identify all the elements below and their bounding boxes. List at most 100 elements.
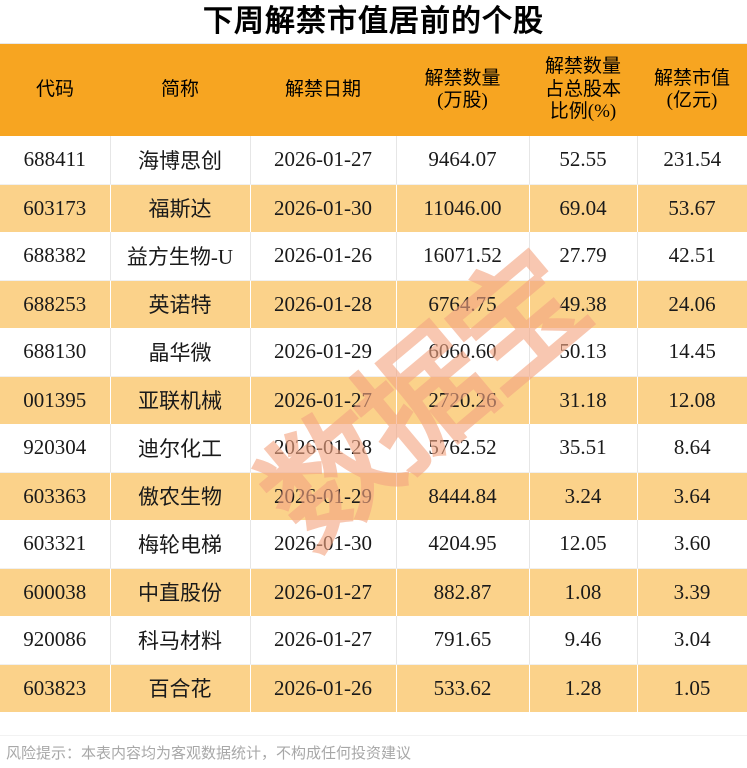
cell-value: 231.54 bbox=[637, 136, 747, 185]
cell-value: 1.05 bbox=[673, 675, 711, 700]
cell-date: 2026-01-26 bbox=[250, 232, 397, 281]
cell-value: 42.51 bbox=[637, 232, 747, 281]
cell-date: 2026-01-28 bbox=[274, 291, 372, 316]
risk-disclaimer-text: 风险提示：本表内容均为客观数据统计，不构成任何投资建议 bbox=[6, 744, 412, 762]
cell-value: 14.45 bbox=[637, 328, 747, 377]
column-header-line: 占总股本 bbox=[544, 78, 621, 100]
cell-qty: 6764.75 bbox=[428, 291, 497, 316]
column-header-line: 代码 bbox=[35, 78, 74, 100]
cell-value: 53.67 bbox=[668, 195, 716, 220]
column-header-line: 解禁数量 bbox=[424, 67, 501, 89]
column-header-line: 解禁市值 bbox=[653, 67, 730, 89]
table-row[interactable]: 600038 中直股份 2026-01-27 882.87 1.08 3.39 bbox=[0, 568, 747, 616]
page-title-bar: 下周解禁市值居前的个股 bbox=[0, 0, 747, 44]
table-body: 688411 海博思创 2026-01-27 9464.07 52.55 231.54 60… bbox=[0, 136, 747, 712]
cell-date: 2026-01-30 bbox=[274, 195, 372, 220]
cell-qty: 5762.52 bbox=[396, 424, 530, 473]
table-row[interactable]: 603321 梅轮电梯 2026-01-30 4204.95 12.05 3.60 bbox=[0, 520, 747, 569]
cell-ratio: 49.38 bbox=[559, 291, 607, 316]
cell-name: 益方生物-U bbox=[110, 232, 251, 281]
cell-date: 2026-01-26 bbox=[274, 675, 372, 700]
cell-name: 晶华微 bbox=[110, 328, 251, 377]
column-header-name: 简称 bbox=[110, 44, 250, 136]
cell-name: 海博思创 bbox=[110, 136, 251, 185]
cell-name: 亚联机械 bbox=[138, 389, 222, 414]
cell-qty: 8444.84 bbox=[428, 483, 497, 508]
cell-date: 2026-01-29 bbox=[250, 328, 397, 377]
column-header-line: 解禁日期 bbox=[284, 78, 361, 100]
table-row[interactable]: 603173 福斯达 2026-01-30 11046.00 69.04 53.67 bbox=[0, 184, 747, 232]
table-row[interactable]: 001395 亚联机械 2026-01-27 2720.26 31.18 12.08 bbox=[0, 376, 747, 424]
cell-value: 8.64 bbox=[637, 424, 747, 473]
cell-date: 2026-01-29 bbox=[274, 483, 372, 508]
cell-name: 英诺特 bbox=[148, 293, 212, 318]
column-header-qty: 解禁数量 (万股) bbox=[396, 44, 529, 136]
cell-ratio: 35.51 bbox=[529, 424, 638, 473]
cell-value: 24.06 bbox=[668, 291, 716, 316]
cell-value: 12.08 bbox=[668, 387, 716, 412]
cell-code: 688253 bbox=[23, 291, 87, 316]
cell-code: 688382 bbox=[0, 232, 111, 281]
cell-ratio: 9.46 bbox=[529, 616, 638, 665]
risk-disclaimer: 风险提示：本表内容均为客观数据统计，不构成任何投资建议 bbox=[0, 735, 747, 768]
cell-name: 中直股份 bbox=[138, 581, 222, 606]
cell-date: 2026-01-30 bbox=[250, 520, 397, 569]
cell-qty: 11046.00 bbox=[423, 195, 502, 220]
cell-date: 2026-01-28 bbox=[250, 424, 397, 473]
cell-code: 688411 bbox=[0, 136, 111, 185]
cell-code: 920304 bbox=[0, 424, 111, 473]
cell-qty: 533.62 bbox=[433, 675, 492, 700]
cell-qty: 4204.95 bbox=[396, 520, 530, 569]
cell-name: 梅轮电梯 bbox=[110, 520, 251, 569]
cell-code: 603363 bbox=[23, 483, 87, 508]
table-row[interactable]: 688253 英诺特 2026-01-28 6764.75 49.38 24.06 bbox=[0, 280, 747, 328]
cell-ratio: 52.55 bbox=[529, 136, 638, 185]
cell-ratio: 31.18 bbox=[559, 387, 607, 412]
column-header-ratio: 解禁数量 占总股本 比例(%) bbox=[529, 44, 637, 136]
table-row[interactable]: 920086 科马材料 2026-01-27 791.65 9.46 3.04 bbox=[0, 616, 747, 665]
cell-name: 迪尔化工 bbox=[110, 424, 251, 473]
column-header-code: 代码 bbox=[0, 44, 110, 136]
cell-ratio: 12.05 bbox=[529, 520, 638, 569]
table-row[interactable]: 688411 海博思创 2026-01-27 9464.07 52.55 231.54 bbox=[0, 136, 747, 185]
table-row[interactable]: 603823 百合花 2026-01-26 533.62 1.28 1.05 bbox=[0, 664, 747, 712]
cell-date: 2026-01-27 bbox=[250, 136, 397, 185]
cell-code: 001395 bbox=[23, 387, 87, 412]
cell-date: 2026-01-27 bbox=[274, 579, 372, 604]
cell-ratio: 27.79 bbox=[529, 232, 638, 281]
cell-ratio: 50.13 bbox=[529, 328, 638, 377]
page-title: 下周解禁市值居前的个股 bbox=[203, 4, 544, 38]
table-header: 代码 简称 解禁日期 解禁数量 (万股) 解禁数量 占总股本 比例(%) 解禁市值 (亿元) bbox=[0, 44, 747, 136]
cell-name: 傲农生物 bbox=[138, 485, 222, 510]
cell-qty: 16071.52 bbox=[396, 232, 530, 281]
table-row[interactable]: 603363 傲农生物 2026-01-29 8444.84 3.24 3.64 bbox=[0, 472, 747, 520]
cell-code: 603173 bbox=[23, 195, 87, 220]
cell-code: 603321 bbox=[0, 520, 111, 569]
cell-name: 百合花 bbox=[148, 677, 212, 702]
cell-qty: 6060.60 bbox=[396, 328, 530, 377]
cell-value: 3.39 bbox=[673, 579, 711, 604]
table-row[interactable]: 920304 迪尔化工 2026-01-28 5762.52 35.51 8.64 bbox=[0, 424, 747, 473]
cell-qty: 2720.26 bbox=[428, 387, 497, 412]
column-header-line: 比例(%) bbox=[549, 101, 617, 123]
cell-ratio: 1.08 bbox=[564, 579, 602, 604]
stock-unlock-table: 代码 简称 解禁日期 解禁数量 (万股) 解禁数量 占总股本 比例(%) 解禁市值 (亿元) 68… bbox=[0, 44, 747, 712]
cell-ratio: 3.24 bbox=[564, 483, 602, 508]
cell-qty: 791.65 bbox=[396, 616, 530, 665]
cell-value: 3.60 bbox=[637, 520, 747, 569]
column-header-line: 解禁数量 bbox=[544, 56, 621, 78]
table-row[interactable]: 688382 益方生物-U 2026-01-26 16071.52 27.79 42.51 bbox=[0, 232, 747, 281]
table-row[interactable]: 688130 晶华微 2026-01-29 6060.60 50.13 14.45 bbox=[0, 328, 747, 377]
column-header-line: (亿元) bbox=[666, 90, 718, 111]
cell-qty: 882.87 bbox=[433, 579, 492, 604]
column-header-line: 简称 bbox=[160, 78, 199, 100]
cell-value: 3.04 bbox=[637, 616, 747, 665]
column-header-value: 解禁市值 (亿元) bbox=[637, 44, 747, 136]
cell-ratio: 1.28 bbox=[564, 675, 602, 700]
cell-date: 2026-01-27 bbox=[274, 387, 372, 412]
cell-code: 603823 bbox=[23, 675, 87, 700]
cell-name: 福斯达 bbox=[148, 197, 212, 222]
cell-date: 2026-01-27 bbox=[250, 616, 397, 665]
cell-name: 科马材料 bbox=[110, 616, 251, 665]
